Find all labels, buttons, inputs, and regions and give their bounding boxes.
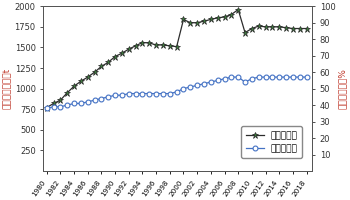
废纸利用率 (304, 76, 309, 78)
Y-axis label: 废纸利用率／%: 废纸利用率／% (338, 68, 347, 109)
废纸消耗量 (264, 26, 268, 28)
废纸利用率 (147, 92, 152, 95)
废纸消耗量 (291, 27, 295, 30)
废纸利用率 (270, 76, 274, 78)
废纸利用率 (65, 104, 69, 106)
废纸消耗量 (72, 85, 76, 87)
废纸消耗量 (277, 26, 281, 28)
废纸利用率 (140, 92, 145, 95)
废纸消耗量 (284, 26, 288, 29)
废纸消耗量 (209, 18, 213, 21)
废纸利用率 (120, 94, 124, 96)
废纸利用率 (113, 94, 117, 96)
废纸消耗量 (113, 55, 117, 58)
废纸消耗量 (236, 8, 240, 11)
废纸利用率 (161, 92, 165, 95)
废纸消耗量 (86, 76, 90, 78)
废纸利用率 (92, 99, 97, 101)
废纸消耗量 (106, 61, 110, 63)
废纸消耗量 (120, 52, 124, 54)
废纸利用率 (51, 106, 56, 108)
废纸消耗量 (270, 26, 274, 28)
Legend: 废纸消耗量, 废纸利用率: 废纸消耗量, 废纸利用率 (241, 126, 302, 158)
废纸利用率 (45, 107, 49, 110)
Line: 废纸消耗量: 废纸消耗量 (43, 6, 310, 111)
废纸消耗量 (298, 27, 302, 30)
废纸消耗量 (65, 92, 69, 94)
废纸消耗量 (99, 65, 104, 68)
废纸利用率 (202, 82, 206, 85)
废纸利用率 (257, 76, 261, 78)
废纸消耗量 (79, 80, 83, 82)
废纸消耗量 (202, 20, 206, 22)
废纸消耗量 (161, 44, 165, 46)
废纸利用率 (134, 92, 138, 95)
废纸利用率 (154, 92, 158, 95)
Y-axis label: 废纸消耗量／万t: 废纸消耗量／万t (3, 68, 12, 109)
废纸利用率 (86, 101, 90, 103)
废纸消耗量 (51, 102, 56, 105)
废纸利用率 (58, 106, 63, 108)
废纸消耗量 (175, 45, 179, 48)
废纸消耗量 (92, 71, 97, 73)
废纸利用率 (168, 92, 172, 95)
废纸消耗量 (181, 18, 186, 21)
废纸利用率 (236, 76, 240, 78)
废纸消耗量 (223, 16, 227, 18)
废纸利用率 (223, 78, 227, 80)
废纸利用率 (229, 76, 233, 78)
废纸消耗量 (216, 17, 220, 19)
废纸消耗量 (257, 25, 261, 27)
废纸消耗量 (45, 106, 49, 109)
废纸消耗量 (195, 22, 199, 24)
废纸利用率 (209, 81, 213, 83)
废纸利用率 (195, 84, 199, 87)
废纸利用率 (291, 76, 295, 78)
废纸消耗量 (154, 44, 158, 46)
废纸利用率 (298, 76, 302, 78)
废纸利用率 (250, 78, 254, 80)
废纸利用率 (277, 76, 281, 78)
废纸利用率 (284, 76, 288, 78)
废纸利用率 (264, 76, 268, 78)
废纸消耗量 (134, 45, 138, 47)
废纸消耗量 (250, 27, 254, 30)
废纸消耗量 (304, 27, 309, 30)
废纸消耗量 (147, 42, 152, 44)
废纸利用率 (79, 102, 83, 105)
废纸利用率 (175, 91, 179, 93)
Line: 废纸利用率: 废纸利用率 (44, 75, 309, 111)
废纸消耗量 (229, 13, 233, 16)
废纸消耗量 (243, 31, 247, 34)
废纸利用率 (99, 97, 104, 100)
废纸利用率 (188, 86, 193, 88)
废纸利用率 (106, 96, 110, 98)
废纸消耗量 (58, 99, 63, 101)
废纸消耗量 (168, 45, 172, 47)
废纸消耗量 (140, 41, 145, 44)
废纸利用率 (127, 92, 131, 95)
废纸利用率 (181, 87, 186, 90)
废纸利用率 (216, 79, 220, 82)
废纸消耗量 (188, 22, 193, 24)
废纸利用率 (72, 102, 76, 105)
废纸利用率 (243, 81, 247, 83)
废纸消耗量 (127, 48, 131, 50)
